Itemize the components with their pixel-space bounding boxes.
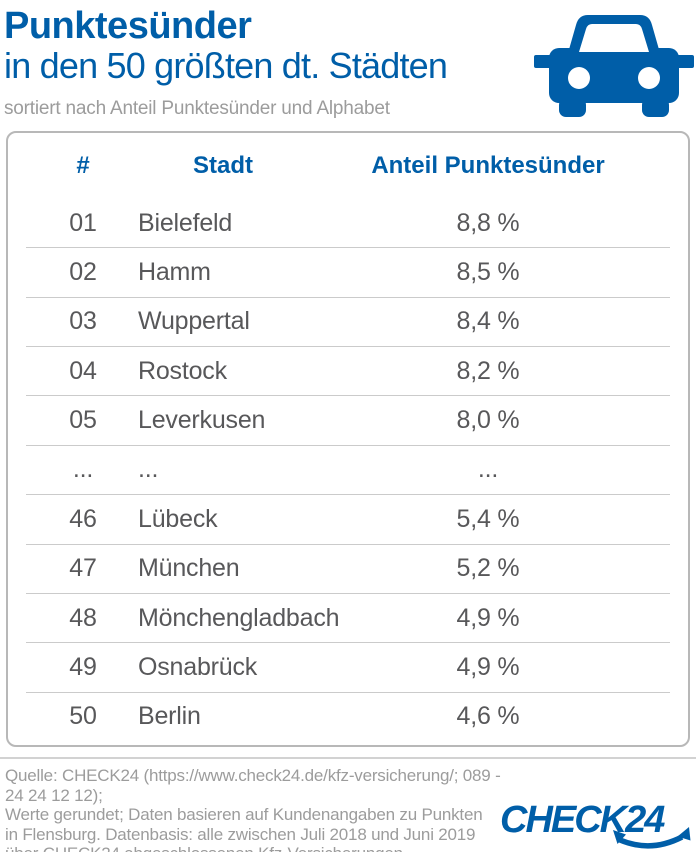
rank-cell: 05 bbox=[69, 406, 97, 435]
table-row: 50 Berlin 4,6 % bbox=[26, 691, 670, 741]
city-cell: Lübeck bbox=[138, 504, 218, 533]
col-header-city: Stadt bbox=[193, 152, 253, 179]
col-header-rank: # bbox=[76, 152, 90, 179]
rank-cell: 04 bbox=[69, 356, 97, 385]
source-line: über CHECK24 abgeschlossenen Kfz-Versich… bbox=[5, 844, 510, 852]
city-cell: Leverkusen bbox=[138, 406, 266, 435]
table-row: 46 Lübeck 5,4 % bbox=[26, 494, 670, 543]
share-cell: ... bbox=[477, 455, 499, 484]
city-cell: Wuppertal bbox=[138, 307, 250, 336]
table-row: 47 München 5,2 % bbox=[26, 543, 670, 593]
rank-cell: 46 bbox=[69, 504, 97, 533]
city-cell: Osnabrück bbox=[138, 652, 258, 681]
ranking-table: # Stadt Anteil Punktesünder 01 Bielefeld… bbox=[6, 131, 690, 747]
city-cell: Berlin bbox=[138, 702, 201, 731]
source-line: Quelle: CHECK24 (https://www.check24.de/… bbox=[5, 766, 501, 805]
logo-swoosh-arrow bbox=[613, 827, 691, 849]
city-cell: ... bbox=[138, 455, 159, 484]
city-cell: Mönchengladbach bbox=[138, 603, 340, 632]
source-note: Quelle: CHECK24 (https://www.check24.de/… bbox=[5, 766, 510, 852]
table-row: 01 Bielefeld 8,8 % bbox=[26, 199, 670, 247]
share-cell: 8,2 % bbox=[456, 356, 520, 385]
check24-logo: CHECK24 bbox=[500, 796, 692, 850]
table-row: 49 Osnabrück 4,9 % bbox=[26, 642, 670, 691]
city-cell: München bbox=[138, 554, 240, 583]
city-cell: Hamm bbox=[138, 258, 211, 287]
car-icon bbox=[534, 4, 694, 118]
table-row: 02 Hamm 8,5 % bbox=[26, 247, 670, 296]
source-line: Werte gerundet; Daten basieren auf Kunde… bbox=[5, 805, 483, 824]
rank-cell: ... bbox=[72, 455, 94, 484]
share-cell: 5,4 % bbox=[456, 504, 520, 533]
footer-divider bbox=[0, 757, 696, 759]
city-cell: Bielefeld bbox=[138, 208, 233, 237]
share-cell: 8,8 % bbox=[456, 208, 520, 237]
share-cell: 8,5 % bbox=[456, 258, 520, 287]
table-row-ellipsis: ... ... ... bbox=[26, 444, 670, 494]
table-row: 05 Leverkusen 8,0 % bbox=[26, 395, 670, 444]
share-cell: 8,4 % bbox=[456, 307, 520, 336]
rank-cell: 47 bbox=[69, 554, 97, 583]
source-line: in Flensburg. Datenbasis: alle zwischen … bbox=[5, 824, 476, 844]
share-cell: 4,6 % bbox=[456, 702, 520, 731]
rank-cell: 48 bbox=[69, 603, 97, 632]
table-row: 48 Mönchengladbach 4,9 % bbox=[26, 592, 670, 642]
sort-note: sortiert nach Anteil Punktesünder und Al… bbox=[4, 98, 390, 119]
rank-cell: 01 bbox=[69, 208, 97, 237]
table-row: 04 Rostock 8,2 % bbox=[26, 346, 670, 395]
table-row: 03 Wuppertal 8,4 % bbox=[26, 296, 670, 346]
rank-cell: 49 bbox=[69, 652, 97, 681]
share-cell: 4,9 % bbox=[456, 603, 520, 632]
page-title: Punktesünder bbox=[4, 5, 252, 47]
table-body: 01 Bielefeld 8,8 % 02 Hamm 8,5 % 03 Wupp… bbox=[26, 199, 670, 741]
check24-logo-text: CHECK24 bbox=[500, 799, 665, 841]
page-title-line2: in den 50 größten dt. Städten bbox=[4, 45, 448, 86]
share-cell: 4,9 % bbox=[456, 652, 520, 681]
rank-cell: 03 bbox=[69, 307, 97, 336]
header: Punktesünder in den 50 größten dt. Städt… bbox=[4, 6, 690, 120]
city-cell: Rostock bbox=[138, 356, 227, 385]
rank-cell: 02 bbox=[69, 258, 97, 287]
table-header-row: # Stadt Anteil Punktesünder bbox=[8, 133, 688, 199]
rank-cell: 50 bbox=[69, 702, 97, 731]
col-header-share: Anteil Punktesünder bbox=[371, 152, 605, 179]
share-cell: 5,2 % bbox=[456, 554, 520, 583]
share-cell: 8,0 % bbox=[456, 406, 520, 435]
